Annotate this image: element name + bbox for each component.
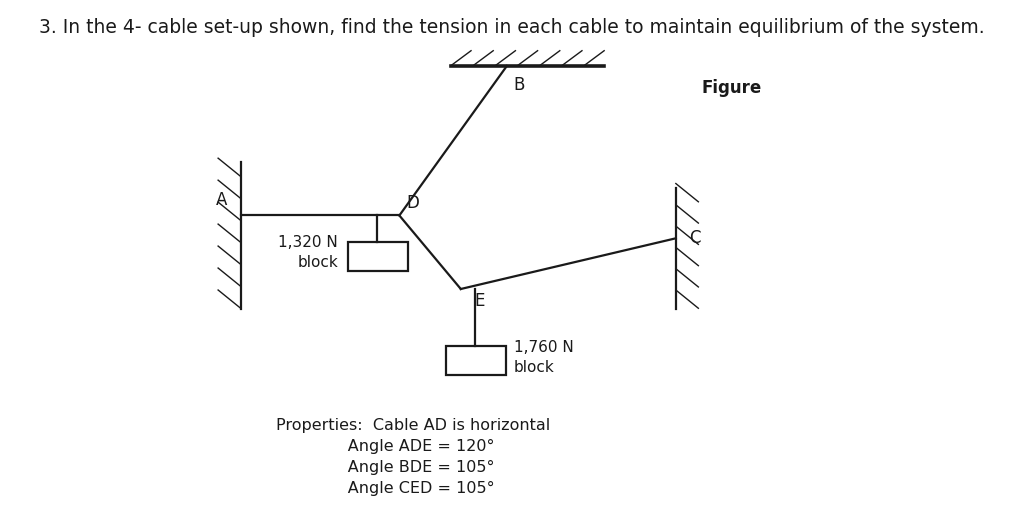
Text: Properties:  Cable AD is horizontal
              Angle ADE = 120°
             : Properties: Cable AD is horizontal Angle… xyxy=(276,418,551,496)
Text: 1,760 N
block: 1,760 N block xyxy=(514,340,573,375)
Text: 3. In the 4- cable set-up shown, find the tension in each cable to maintain equi: 3. In the 4- cable set-up shown, find th… xyxy=(39,18,985,37)
Text: E: E xyxy=(474,292,484,310)
Text: A: A xyxy=(216,191,227,209)
Text: D: D xyxy=(406,194,419,212)
Bar xyxy=(446,346,506,375)
Text: 1,320 N
block: 1,320 N block xyxy=(279,235,338,270)
Bar xyxy=(348,242,408,271)
Text: B: B xyxy=(513,76,525,94)
Text: C: C xyxy=(689,229,700,247)
Text: Figure: Figure xyxy=(701,79,762,97)
